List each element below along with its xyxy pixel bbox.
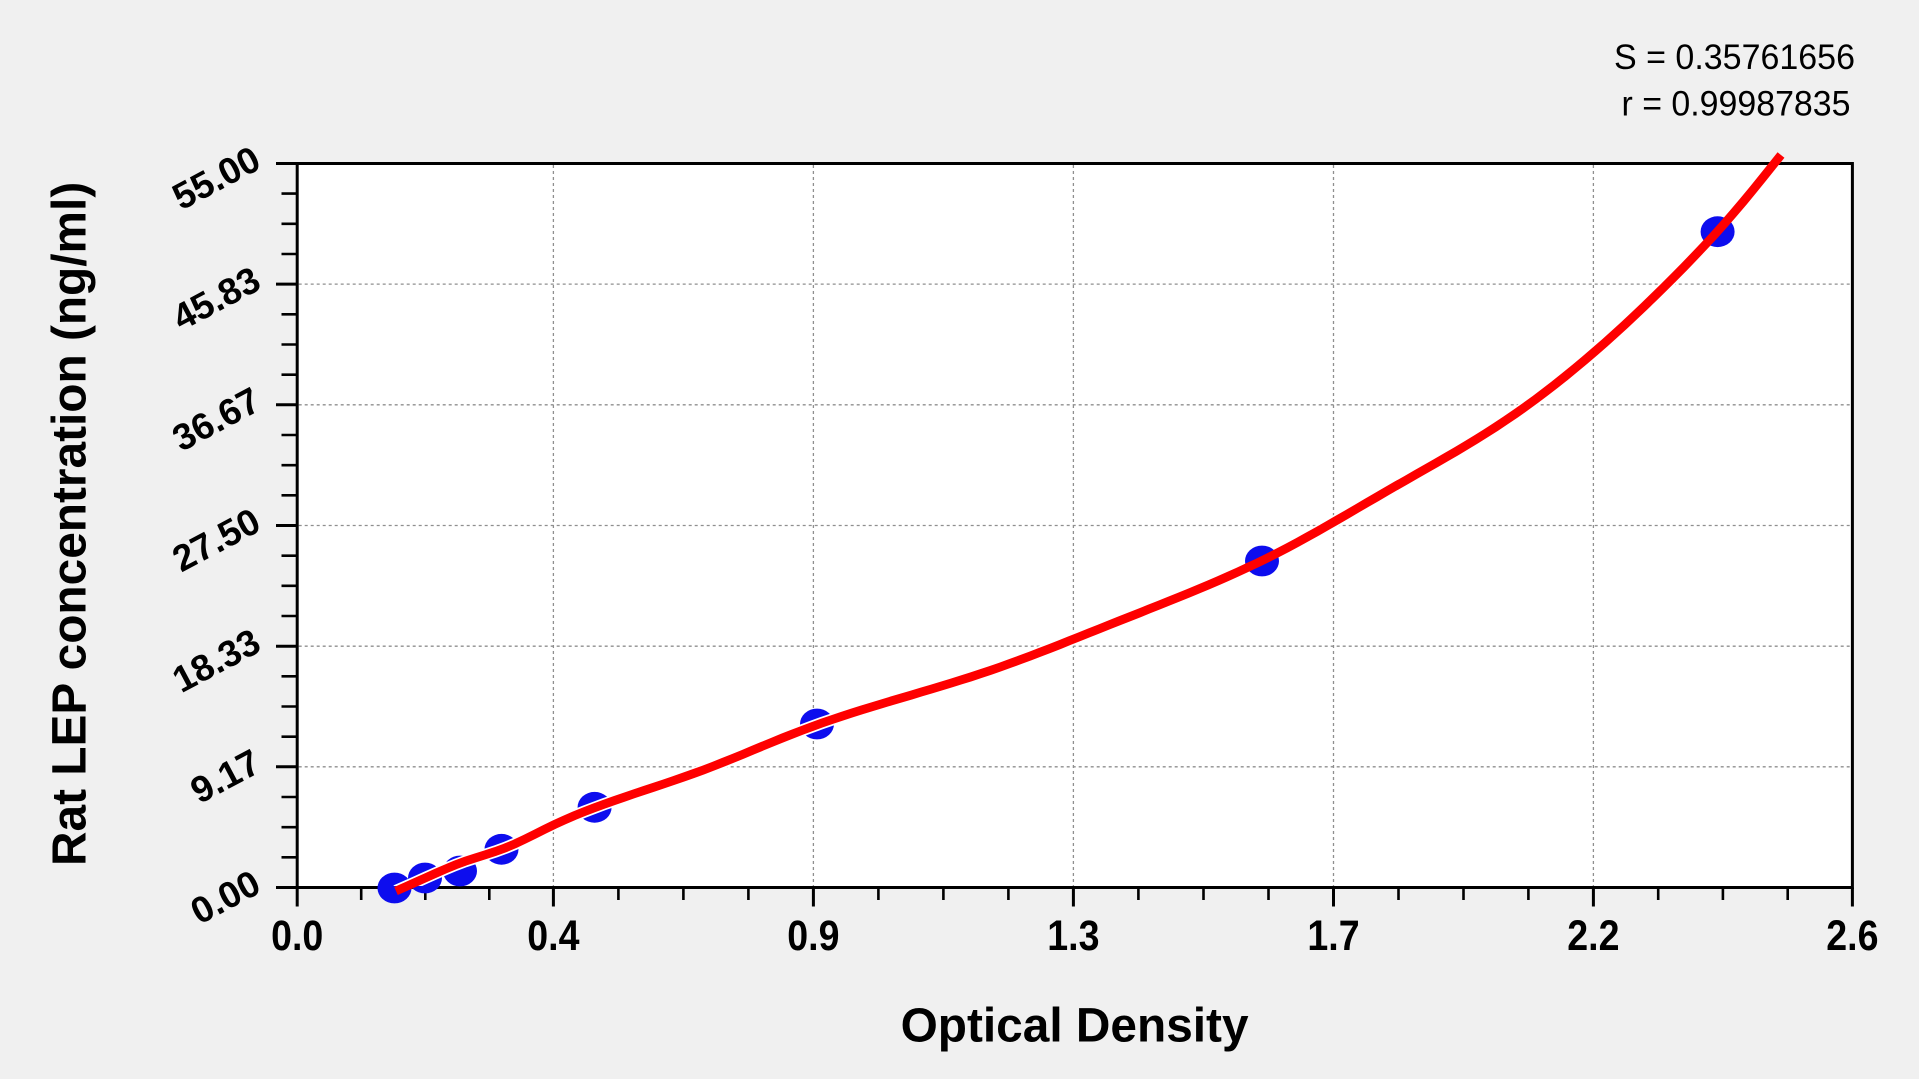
svg-text:1.3: 1.3: [1047, 913, 1099, 960]
svg-text:S = 0.35761656: S = 0.35761656: [1614, 38, 1855, 77]
svg-text:0.4: 0.4: [527, 913, 580, 960]
svg-text:1.7: 1.7: [1307, 913, 1359, 960]
svg-text:Optical Density: Optical Density: [901, 1000, 1249, 1053]
svg-text:Rat LEP concentration (ng/ml): Rat LEP concentration (ng/ml): [44, 182, 97, 866]
svg-text:0.0: 0.0: [271, 913, 323, 960]
svg-text:2.6: 2.6: [1826, 913, 1878, 960]
svg-text:r = 0.99987835: r = 0.99987835: [1622, 84, 1851, 123]
svg-text:2.2: 2.2: [1567, 913, 1619, 960]
svg-text:0.9: 0.9: [787, 913, 839, 960]
